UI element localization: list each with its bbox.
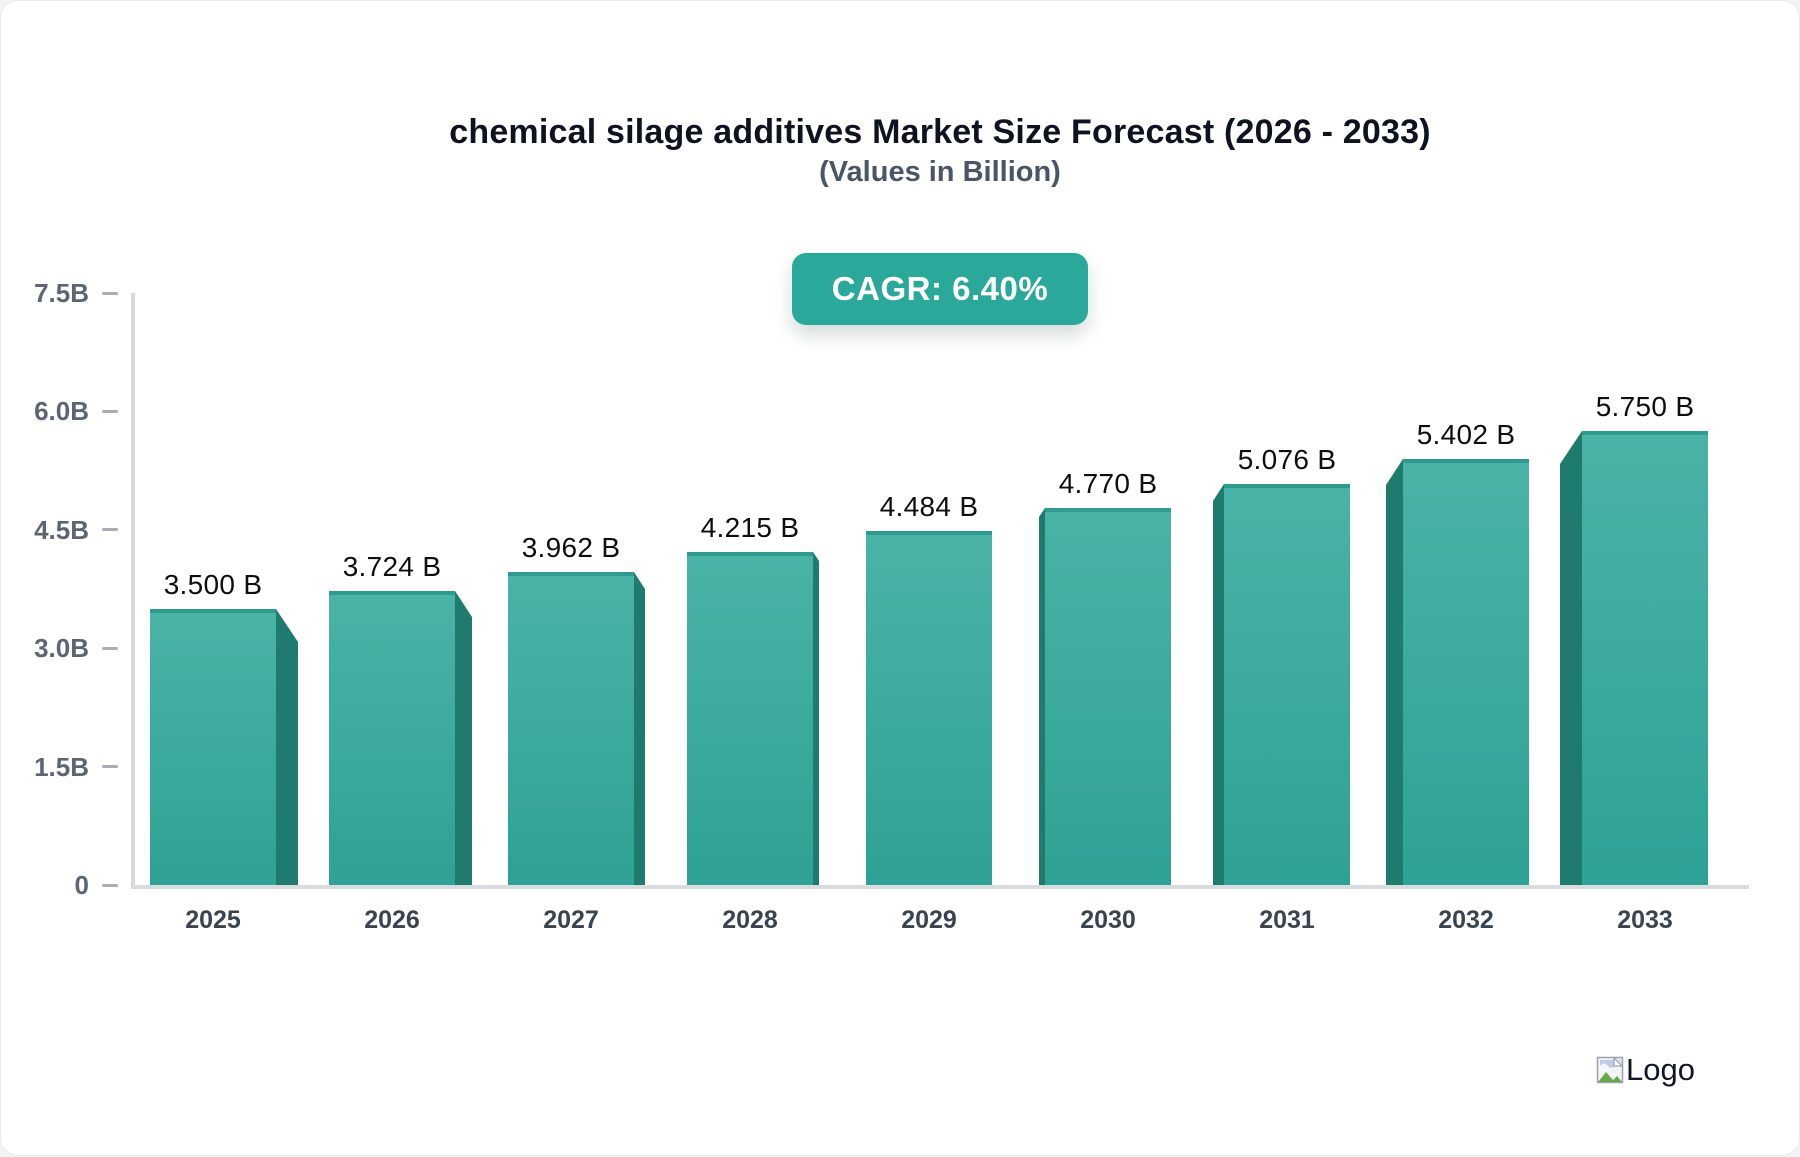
x-axis-label: 2033	[1617, 906, 1673, 934]
bar-value-label: 3.500 B	[163, 569, 263, 600]
bar	[1403, 459, 1529, 885]
bar-3d-side	[1039, 508, 1045, 885]
x-axis-line	[131, 885, 1749, 889]
cagr-badge-container: CAGR: 6.40%	[131, 253, 1749, 325]
y-axis-tick-mark	[102, 291, 118, 295]
bar-value-label: 5.750 B	[1595, 391, 1695, 422]
bar-3d-side	[455, 591, 472, 885]
y-axis-line	[131, 293, 135, 889]
y-axis-tick-label: 1.5B	[34, 751, 89, 782]
y-axis-tick-label: 4.5B	[34, 514, 89, 545]
logo-text: Logo	[1626, 1052, 1695, 1087]
y-axis-tick-mark	[102, 409, 118, 413]
bar	[687, 552, 813, 885]
x-axis-label: 2030	[1080, 906, 1136, 934]
bar-3d-side	[634, 572, 645, 885]
bar-value-label: 3.724 B	[342, 551, 442, 582]
bar-value-label: 4.770 B	[1058, 468, 1158, 499]
y-axis-tick-label: 6.0B	[34, 396, 89, 427]
cagr-badge: CAGR: 6.40%	[791, 253, 1089, 325]
logo-container: Logo	[1596, 1045, 1695, 1095]
bar	[150, 609, 276, 885]
bar-value-label: 4.215 B	[700, 512, 800, 543]
chart-subtitle: (Values in Billion)	[819, 156, 1061, 188]
chart-title: chemical silage additives Market Size Fo…	[449, 113, 1431, 151]
bar	[508, 572, 634, 885]
y-axis-tick-mark	[102, 883, 118, 887]
bar-3d-side	[813, 552, 819, 885]
bar-3d-side	[1213, 484, 1224, 885]
y-axis-tick-label: 0	[74, 870, 89, 900]
bar	[866, 531, 992, 885]
y-axis-tick-mark	[102, 765, 118, 769]
bar-value-label: 5.402 B	[1416, 419, 1516, 450]
broken-image-icon	[1596, 1056, 1624, 1084]
y-axis-tick-label: 3.0B	[34, 633, 89, 664]
x-axis-label: 2031	[1259, 906, 1315, 934]
bar	[1224, 484, 1350, 885]
bar-3d-side	[276, 609, 298, 885]
y-axis-tick-mark	[102, 646, 118, 650]
x-axis-label: 2026	[364, 906, 420, 934]
y-axis-tick-mark	[102, 528, 118, 532]
x-axis-label: 2027	[543, 906, 599, 934]
bar	[1045, 508, 1171, 885]
bar	[1582, 431, 1708, 885]
x-axis-label: 2029	[901, 906, 957, 934]
bar-3d-side	[1386, 459, 1403, 885]
x-axis-label: 2028	[722, 906, 778, 934]
bar	[329, 591, 455, 885]
bar-3d-side	[1560, 431, 1582, 885]
y-axis-tick-label: 7.5B	[34, 278, 89, 308]
x-axis-label: 2032	[1438, 906, 1494, 934]
bar-value-label: 4.484 B	[879, 491, 979, 522]
bar-value-label: 3.962 B	[521, 532, 621, 563]
x-axis-label: 2025	[185, 906, 241, 934]
bar-value-label: 5.076 B	[1237, 444, 1337, 475]
